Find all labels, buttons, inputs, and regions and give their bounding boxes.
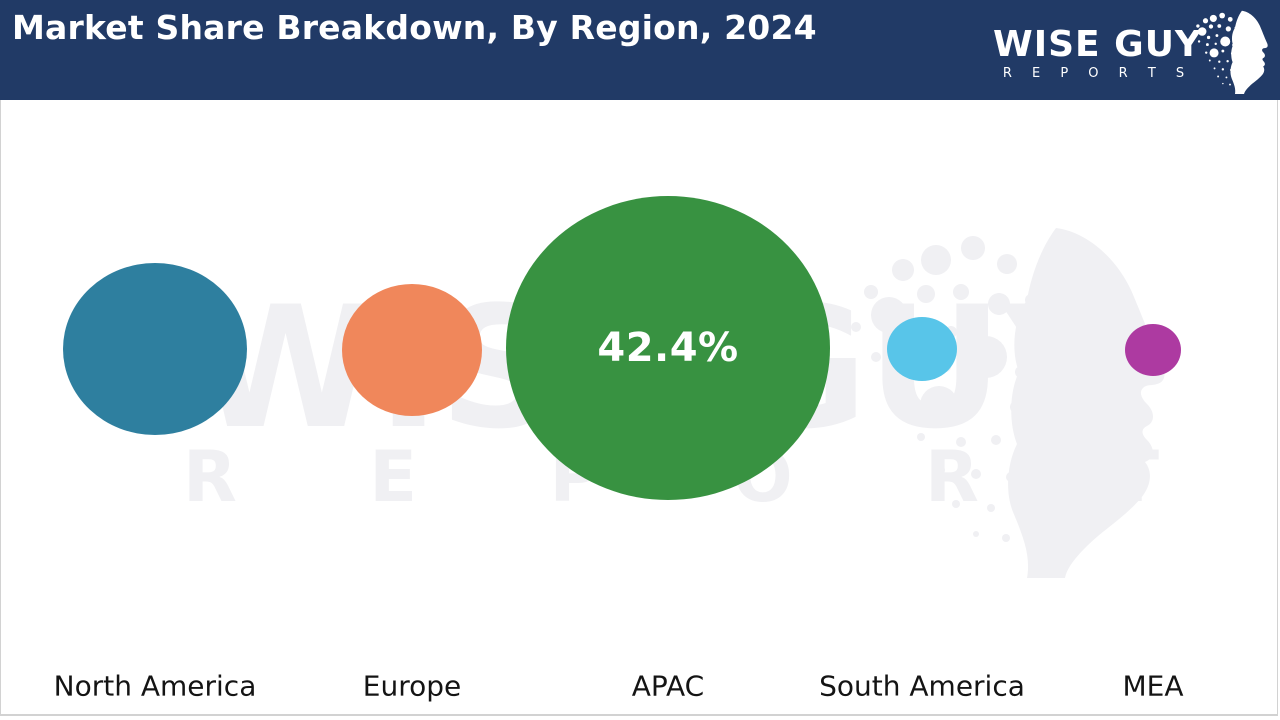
bubble-apac[interactable]: 42.4% (506, 196, 830, 500)
page-title: Market Share Breakdown, By Region, 2024 (12, 8, 817, 47)
bubble-north-america[interactable] (63, 263, 247, 435)
category-label-apac: APAC (631, 669, 705, 703)
logo-wordmark: WISE GUY (992, 24, 1202, 65)
category-label-north-america: North America (53, 669, 257, 703)
chart-area: WISE GUY R E P O R T S 42.4% North Ameri… (0, 100, 1280, 716)
logo-subtitle: R E P O R T S (1002, 66, 1193, 81)
category-label-mea: MEA (1122, 669, 1184, 703)
category-label-europe: Europe (362, 669, 462, 703)
logo-text: WISE GUY R E P O R T S (992, 24, 1202, 82)
data-label-apac: 42.4% (597, 325, 739, 371)
category-label-south-america: South America (819, 669, 1025, 703)
wise-guy-reports-logo: WISE GUY R E P O R T S (993, 6, 1274, 96)
bubble-europe[interactable] (342, 284, 482, 416)
header: Market Share Breakdown, By Region, 2024 … (0, 0, 1280, 100)
